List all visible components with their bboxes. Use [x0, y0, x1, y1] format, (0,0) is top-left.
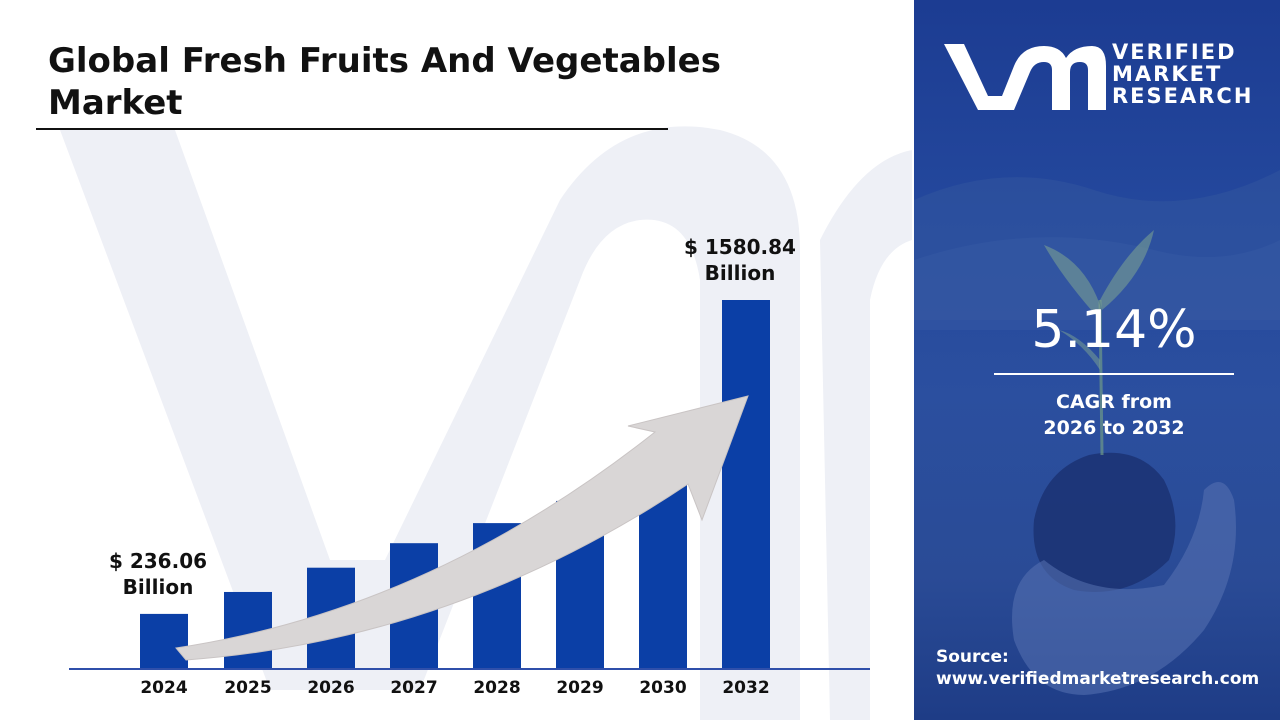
bar-2030	[639, 480, 687, 669]
logo-line-verified: VERIFIED	[1112, 40, 1237, 64]
bar-2032	[722, 300, 770, 669]
value-unit-2024: Billion	[123, 575, 194, 599]
cagr-value: 5.14%	[1031, 300, 1197, 360]
x-tick-2027: 2027	[390, 678, 437, 698]
logo-line-research: RESEARCH	[1112, 84, 1254, 108]
chart-panel: Global Fresh Fruits And Vegetables Marke…	[36, 41, 912, 720]
source-url[interactable]: www.verifiedmarketresearch.com	[936, 669, 1260, 689]
x-tick-2029: 2029	[556, 678, 603, 698]
x-tick-2026: 2026	[307, 678, 354, 698]
source-label: Source:	[936, 647, 1009, 667]
value-unit-2032: Billion	[705, 261, 776, 285]
cagr-caption-line2: 2026 to 2032	[1043, 417, 1185, 439]
source-note: Source: www.verifiedmarketresearch.com	[936, 646, 1276, 690]
vmr-logo-icon	[944, 44, 1106, 110]
bar-2024	[140, 613, 188, 669]
x-tick-2028: 2028	[473, 678, 520, 698]
x-tick-2025: 2025	[224, 678, 271, 698]
cagr-divider	[994, 373, 1234, 375]
trend-arrow	[175, 395, 749, 661]
x-tick-2032: 2032	[722, 678, 769, 698]
watermark-logo	[60, 126, 912, 720]
seedling-hand-image	[914, 170, 1280, 695]
cagr-caption: CAGR from 2026 to 2032	[994, 389, 1234, 441]
title-underline	[36, 128, 668, 130]
chart-title: Global Fresh Fruits And Vegetables Marke…	[48, 41, 721, 123]
info-panel: VERIFIED MARKET RESEARCH 5.14% CAGR from…	[914, 0, 1280, 720]
value-label-2024: $ 236.06	[109, 549, 207, 573]
value-label-2032: $ 1580.84	[684, 235, 796, 259]
logo-line-market: MARKET	[1112, 62, 1223, 86]
cagr-caption-line1: CAGR from	[1056, 391, 1172, 413]
x-tick-2024: 2024	[140, 678, 187, 698]
bar-chart: 2024 2025 2026 2027 2028 2029 2030 2032 $ 236.06…	[69, 235, 870, 698]
vmr-logo-wordmark: VERIFIED MARKET RESEARCH	[1112, 41, 1272, 107]
x-tick-2030: 2030	[639, 678, 686, 698]
